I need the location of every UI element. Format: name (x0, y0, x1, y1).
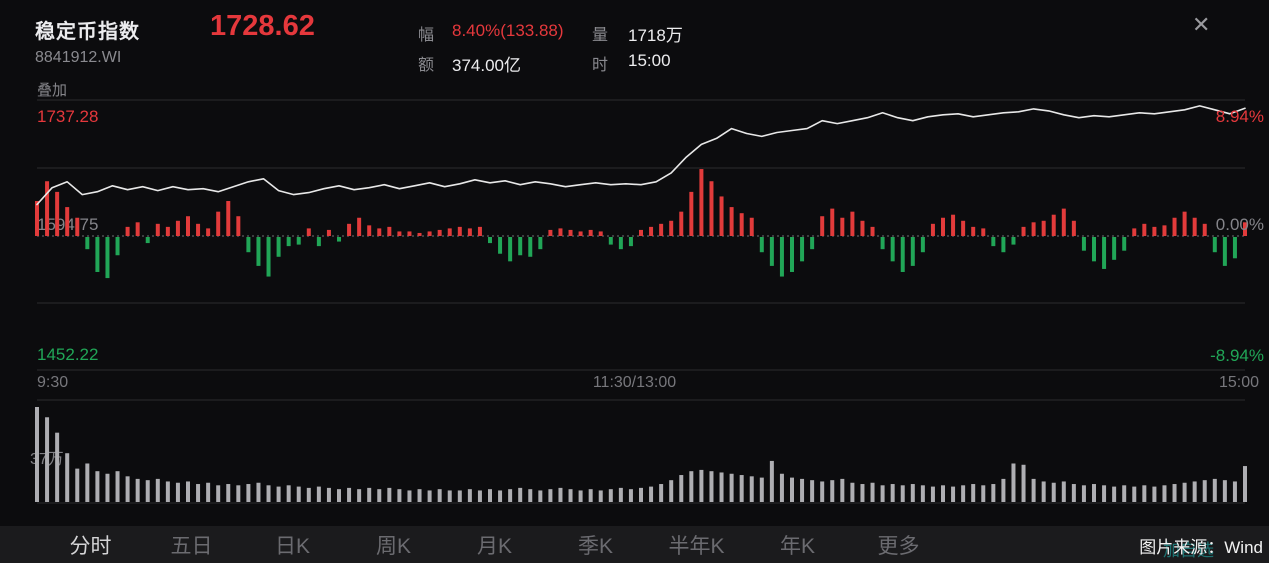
field-label-turnover: 额 (418, 57, 435, 74)
add-watchlist-button[interactable]: 加自选 (1163, 541, 1214, 560)
overlay-toggle[interactable]: 叠加 (37, 82, 68, 99)
field-value-turnover: 374.00亿 (452, 56, 521, 75)
tab-5day[interactable]: 五日 (170, 534, 213, 558)
index-code: 8841912.WI (35, 49, 122, 66)
field-value-change: 8.40%(133.88) (452, 21, 564, 40)
tab-yearly-k[interactable]: 年K (779, 534, 815, 558)
field-value-volume: 1718万 (628, 26, 683, 45)
tab-halfyear-k[interactable]: 半年K (668, 534, 725, 558)
tab-quarterly-k[interactable]: 季K (577, 534, 613, 558)
tab-weekly-k[interactable]: 周K (375, 534, 411, 558)
tab-minute[interactable]: 分时 (69, 534, 112, 558)
index-title: 稳定币指数 (35, 21, 140, 43)
image-source-watermark: 图片来源：Wind (1139, 538, 1263, 557)
field-label-change: 幅 (418, 27, 435, 44)
field-value-time: 15:00 (628, 51, 671, 70)
tab-more[interactable]: 更多 (877, 534, 920, 558)
field-label-volume: 量 (592, 27, 609, 44)
tab-daily-k[interactable]: 日K (274, 534, 310, 558)
period-tabbar: 分时 五日 日K 周K 月K 季K 半年K 年K 更多 (0, 526, 1269, 563)
tab-monthly-k[interactable]: 月K (476, 534, 512, 558)
last-price: 1728.62 (210, 10, 315, 42)
field-label-time: 时 (592, 57, 609, 74)
close-icon[interactable]: ✕ (1192, 12, 1211, 37)
